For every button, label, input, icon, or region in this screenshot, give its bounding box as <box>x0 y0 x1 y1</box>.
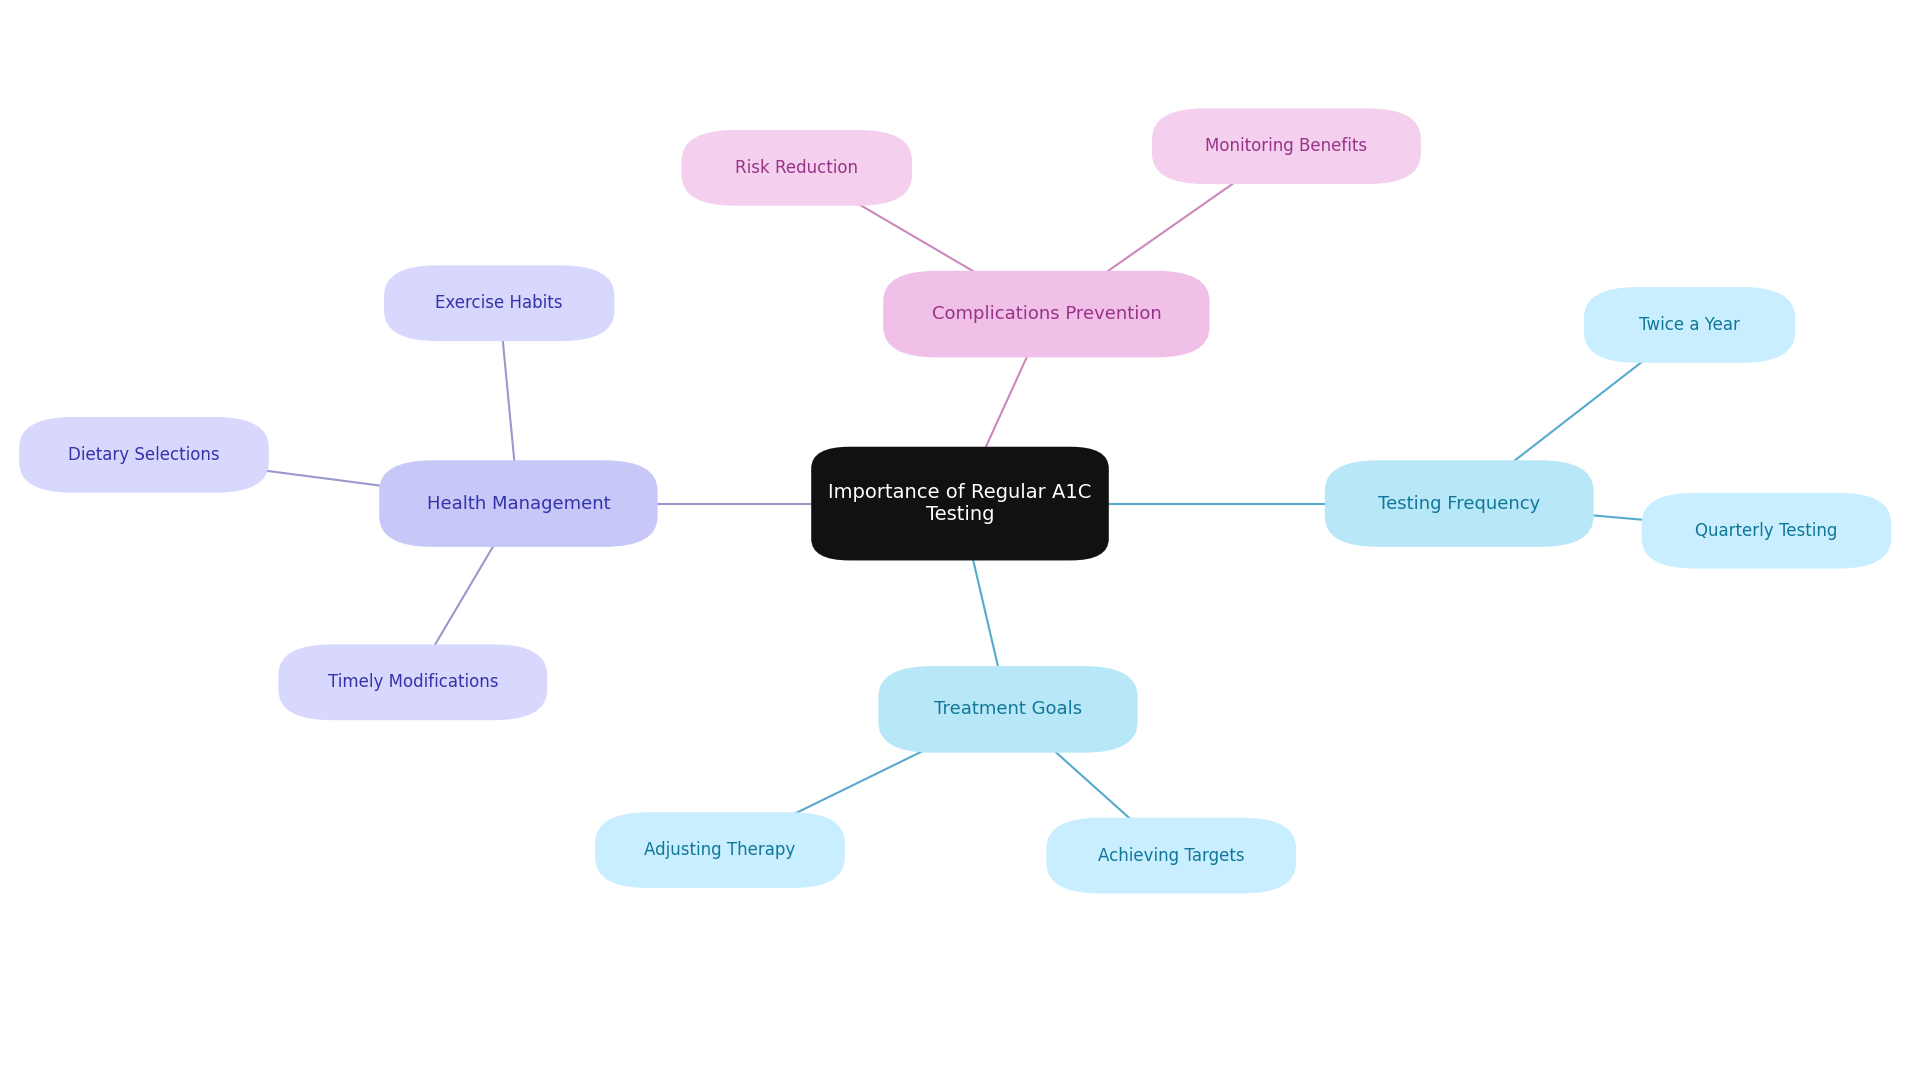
FancyBboxPatch shape <box>1046 818 1296 893</box>
Text: Testing Frequency: Testing Frequency <box>1379 495 1540 512</box>
Text: Complications Prevention: Complications Prevention <box>931 305 1162 323</box>
FancyBboxPatch shape <box>879 666 1137 753</box>
FancyBboxPatch shape <box>810 446 1110 561</box>
Text: Treatment Goals: Treatment Goals <box>933 701 1083 718</box>
FancyBboxPatch shape <box>1325 460 1594 547</box>
FancyBboxPatch shape <box>380 460 657 547</box>
FancyBboxPatch shape <box>682 130 912 206</box>
Text: Importance of Regular A1C
Testing: Importance of Regular A1C Testing <box>828 483 1092 524</box>
Text: Adjusting Therapy: Adjusting Therapy <box>645 841 795 859</box>
Text: Timely Modifications: Timely Modifications <box>328 674 497 691</box>
Text: Twice a Year: Twice a Year <box>1640 316 1740 334</box>
Text: Risk Reduction: Risk Reduction <box>735 159 858 177</box>
FancyBboxPatch shape <box>19 417 269 493</box>
FancyBboxPatch shape <box>384 265 614 341</box>
FancyBboxPatch shape <box>1642 493 1891 569</box>
Text: Achieving Targets: Achieving Targets <box>1098 847 1244 864</box>
FancyBboxPatch shape <box>1584 287 1795 363</box>
FancyBboxPatch shape <box>278 644 547 720</box>
Text: Monitoring Benefits: Monitoring Benefits <box>1206 138 1367 155</box>
Text: Exercise Habits: Exercise Habits <box>436 295 563 312</box>
FancyBboxPatch shape <box>1152 108 1421 184</box>
Text: Health Management: Health Management <box>426 495 611 512</box>
Text: Quarterly Testing: Quarterly Testing <box>1695 522 1837 539</box>
FancyBboxPatch shape <box>595 812 845 888</box>
FancyBboxPatch shape <box>883 271 1210 357</box>
Text: Dietary Selections: Dietary Selections <box>69 446 219 464</box>
